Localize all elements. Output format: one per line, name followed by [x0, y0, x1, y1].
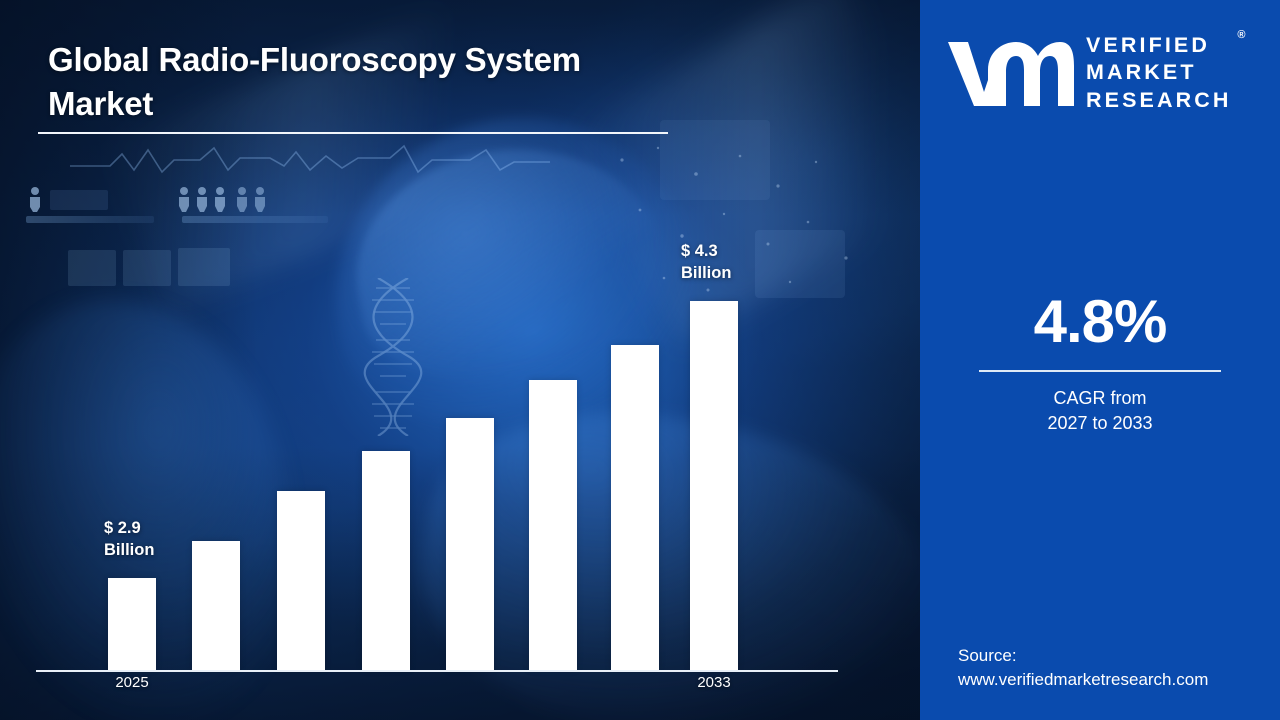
brand-sidebar: VERIFIED MARKET RESEARCH ® 4.8% CAGR fro…: [920, 0, 1280, 720]
hud-block-1: [68, 250, 116, 286]
bar-2025: [108, 578, 156, 670]
brand-line-research: RESEARCH: [1086, 87, 1232, 112]
cagr-divider: [979, 370, 1221, 372]
hud-soft-panel-2: [660, 120, 770, 200]
source-block: Source: www.verifiedmarketresearch.com: [958, 644, 1268, 692]
registered-trademark-icon: ®: [1237, 28, 1246, 41]
brand-line-verified: VERIFIED: [1086, 32, 1210, 57]
source-url[interactable]: www.verifiedmarketresearch.com: [958, 669, 1209, 689]
brand-wordmark: VERIFIED MARKET RESEARCH ®: [1086, 29, 1245, 115]
x-axis-label-end: 2033: [697, 674, 731, 691]
source-label: Source:: [958, 645, 1017, 665]
bar-2031: [611, 345, 659, 670]
cagr-value: 4.8%: [1033, 288, 1168, 355]
bar-2027: [277, 491, 325, 670]
title-underline-divider: [38, 132, 668, 134]
x-axis-label-start: 2025: [115, 674, 149, 691]
bar-2026: [192, 541, 240, 670]
cagr-caption: CAGR from 2027 to 2033: [1047, 388, 1153, 434]
bar-value-label-end: $ 4.3 Billion: [681, 242, 732, 282]
brand-logo[interactable]: VERIFIED MARKET RESEARCH ®: [946, 29, 1262, 116]
page-title: Global Radio-Fluoroscopy System Market: [48, 41, 581, 123]
bar-2030: [529, 380, 577, 670]
hud-block-2: [123, 250, 171, 286]
bar-2028: [362, 451, 410, 670]
cagr-block: 4.8% CAGR from 2027 to 2033: [920, 292, 1280, 436]
brand-line-market: MARKET: [1086, 60, 1197, 85]
bar-2029: [446, 418, 494, 670]
chart-panel: Global Radio-Fluoroscopy System Market $…: [0, 0, 920, 720]
bar-2032: [690, 301, 738, 670]
bar-value-label-start: $ 2.9 Billion: [104, 519, 155, 559]
hud-soft-panel-1: [755, 230, 845, 298]
bar-chart: $ 2.9 Billion $ 4.3 Billion 2025 2033: [36, 242, 838, 691]
x-axis-line: [36, 670, 838, 672]
page-title-block: Global Radio-Fluoroscopy System Market: [48, 38, 678, 126]
hud-block-3: [178, 248, 230, 286]
vm-logo-icon: [948, 42, 1074, 106]
